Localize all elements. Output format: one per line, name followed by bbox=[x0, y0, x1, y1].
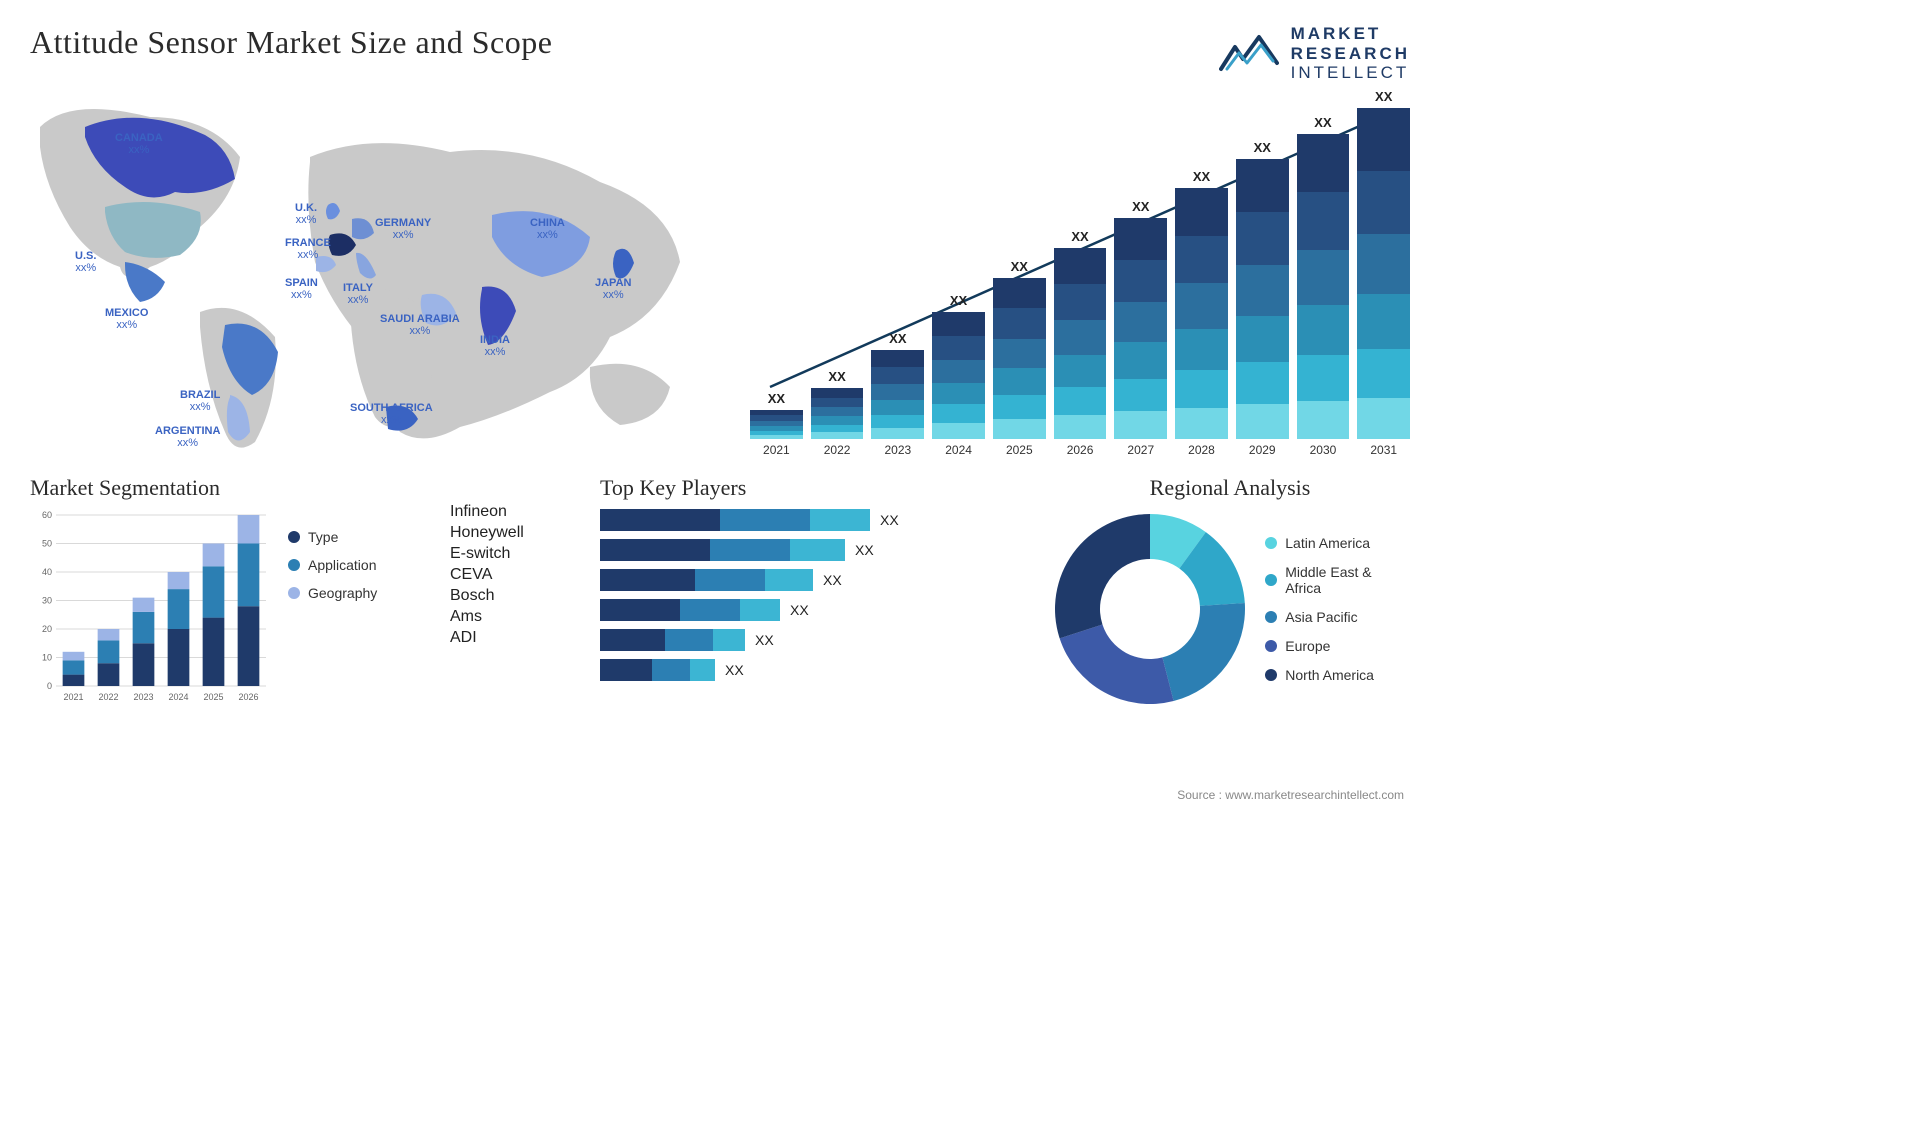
growth-bar-2023: XX2023 bbox=[871, 331, 924, 456]
regional-title: Regional Analysis bbox=[1050, 475, 1410, 501]
company-honeywell: Honeywell bbox=[450, 524, 590, 542]
growth-bar-2030: XX2030 bbox=[1297, 115, 1350, 457]
svg-text:20: 20 bbox=[42, 624, 52, 634]
world-map: CANADAxx% U.S.xx% MEXICOxx% BRAZILxx% ARGENT… bbox=[30, 87, 710, 457]
svg-text:10: 10 bbox=[42, 652, 52, 662]
page-title: Attitude Sensor Market Size and Scope bbox=[30, 24, 552, 61]
logo-text-3: INTELLECT bbox=[1291, 63, 1410, 83]
svg-text:2024: 2024 bbox=[168, 692, 188, 702]
map-label-india: INDIAxx% bbox=[480, 334, 510, 358]
svg-text:60: 60 bbox=[42, 510, 52, 520]
region-legend-asia-pacific: Asia Pacific bbox=[1265, 609, 1410, 625]
map-label-china: CHINAxx% bbox=[530, 217, 565, 241]
growth-bar-2026: XX2026 bbox=[1054, 229, 1107, 457]
company-e-switch: E-switch bbox=[450, 545, 590, 563]
map-label-uk: U.K.xx% bbox=[295, 202, 317, 226]
tkp-row-4: XX bbox=[600, 629, 1040, 651]
region-legend-europe: Europe bbox=[1265, 638, 1410, 654]
map-label-mexico: MEXICOxx% bbox=[105, 307, 148, 331]
svg-text:2026: 2026 bbox=[238, 692, 258, 702]
region-legend-middle-east-africa: Middle East & Africa bbox=[1265, 564, 1410, 596]
brand-logo: MARKET RESEARCH INTELLECT bbox=[1219, 24, 1410, 83]
company-bosch: Bosch bbox=[450, 587, 590, 605]
source-footer: Source : www.marketresearchintellect.com bbox=[1177, 788, 1404, 802]
regional-legend: Latin America Middle East & Africa Asia Pa… bbox=[1265, 535, 1410, 683]
growth-bar-2027: XX2027 bbox=[1114, 199, 1167, 456]
company-infineon: Infineon bbox=[450, 503, 590, 521]
tkp-row-0: XX bbox=[600, 509, 1040, 531]
map-label-brazil: BRAZILxx% bbox=[180, 389, 220, 413]
company-ceva: CEVA bbox=[450, 566, 590, 584]
region-legend-latin-america: Latin America bbox=[1265, 535, 1410, 551]
segmentation-title: Market Segmentation bbox=[30, 475, 440, 501]
company-list: Infineon Honeywell E-switch CEVA Bosch Ams ADI bbox=[450, 503, 590, 709]
map-label-us: U.S.xx% bbox=[75, 250, 96, 274]
tkp-title: Top Key Players bbox=[600, 475, 1040, 501]
company-adi: ADI bbox=[450, 629, 590, 647]
growth-bar-2031: XX2031 bbox=[1357, 89, 1410, 456]
tkp-row-2: XX bbox=[600, 569, 1040, 591]
svg-text:50: 50 bbox=[42, 538, 52, 548]
growth-bar-2024: XX2024 bbox=[932, 293, 985, 457]
map-label-canada: CANADAxx% bbox=[115, 132, 163, 156]
map-label-japan: JAPANxx% bbox=[595, 277, 631, 301]
growth-chart: XX2021XX2022XX2023XX2024XX2025XX2026XX20… bbox=[750, 87, 1410, 457]
svg-text:40: 40 bbox=[42, 567, 52, 577]
company-ams: Ams bbox=[450, 608, 590, 626]
seg-legend-application: Application bbox=[288, 557, 377, 573]
tkp-row-1: XX bbox=[600, 539, 1040, 561]
svg-text:2025: 2025 bbox=[203, 692, 223, 702]
tkp-row-3: XX bbox=[600, 599, 1040, 621]
segmentation-chart: 0 10 20 30 40 50 60 2021 2022 2023 2024 2025 2026 bbox=[30, 509, 270, 709]
svg-text:2022: 2022 bbox=[98, 692, 118, 702]
map-label-southafrica: SOUTH AFRICAxx% bbox=[350, 402, 433, 426]
map-label-saudi: SAUDI ARABIAxx% bbox=[380, 313, 460, 337]
segmentation-legend: Type Application Geography bbox=[288, 529, 377, 709]
growth-bar-2021: XX2021 bbox=[750, 391, 803, 457]
tkp-row-5: XX bbox=[600, 659, 1040, 681]
svg-text:30: 30 bbox=[42, 595, 52, 605]
region-legend-north-america: North America bbox=[1265, 667, 1410, 683]
svg-text:2021: 2021 bbox=[63, 692, 83, 702]
growth-bar-2022: XX2022 bbox=[811, 369, 864, 457]
map-label-italy: ITALYxx% bbox=[343, 282, 373, 306]
map-label-spain: SPAINxx% bbox=[285, 277, 318, 301]
regional-donut bbox=[1050, 509, 1249, 709]
svg-text:0: 0 bbox=[47, 681, 52, 691]
map-label-france: FRANCExx% bbox=[285, 237, 331, 261]
map-label-germany: GERMANYxx% bbox=[375, 217, 431, 241]
growth-bar-2029: XX2029 bbox=[1236, 140, 1289, 456]
map-label-argentina: ARGENTINAxx% bbox=[155, 425, 220, 449]
logo-text-2: RESEARCH bbox=[1291, 44, 1410, 64]
tkp-chart: XX XX XX XX XX XX bbox=[600, 509, 1040, 681]
seg-legend-type: Type bbox=[288, 529, 377, 545]
svg-text:2023: 2023 bbox=[133, 692, 153, 702]
seg-legend-geography: Geography bbox=[288, 585, 377, 601]
growth-bar-2028: XX2028 bbox=[1175, 169, 1228, 456]
logo-mark-icon bbox=[1219, 33, 1279, 73]
logo-text-1: MARKET bbox=[1291, 24, 1410, 44]
growth-bar-2025: XX2025 bbox=[993, 259, 1046, 457]
